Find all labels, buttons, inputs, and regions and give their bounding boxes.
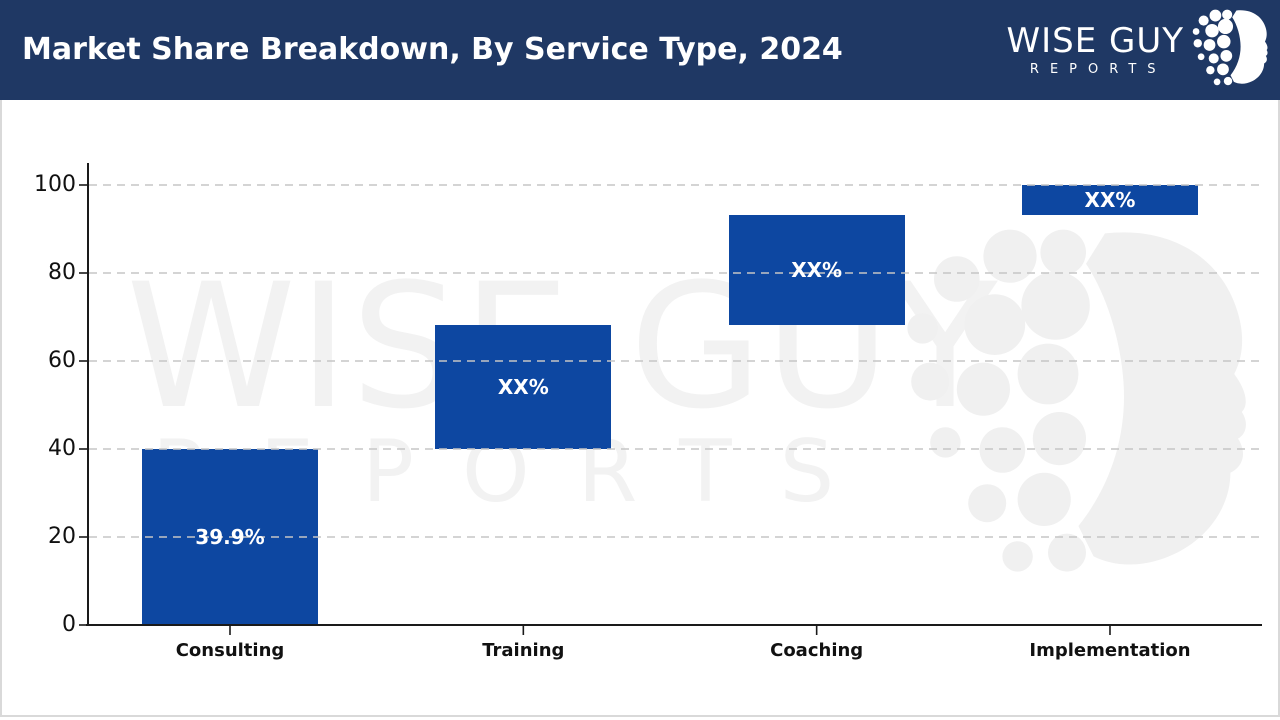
bar-value-label: XX% bbox=[497, 375, 549, 400]
x-axis-label-coaching: Coaching bbox=[770, 640, 864, 661]
dotted-head-icon bbox=[1192, 9, 1268, 86]
bar-training bbox=[435, 324, 612, 450]
bar-implementation bbox=[1021, 185, 1198, 215]
bar-value-label: XX% bbox=[1084, 187, 1136, 212]
bar-coaching bbox=[728, 214, 905, 325]
x-axis-label-consulting: Consulting bbox=[175, 640, 285, 661]
x-axis-label-implementation: Implementation bbox=[1029, 640, 1191, 661]
logo-text: WISE GUY REPORTS bbox=[1006, 23, 1184, 77]
y-axis-tick-label: 40 bbox=[48, 436, 76, 461]
watermark-dotted-head bbox=[907, 229, 1246, 572]
y-axis-tick-label: 60 bbox=[48, 348, 76, 373]
header-bar: Market Share Breakdown, By Service Type,… bbox=[0, 0, 1280, 100]
bar-value-label: 39.9% bbox=[195, 525, 265, 550]
y-axis-tick-label: 20 bbox=[48, 524, 76, 549]
frame-border-right bbox=[1278, 100, 1280, 717]
frame-border-left bbox=[0, 100, 2, 717]
frame-border-bottom bbox=[0, 715, 1280, 717]
y-axis-tick-label: 80 bbox=[48, 260, 76, 285]
logo-subtitle: REPORTS bbox=[1029, 62, 1167, 77]
y-axis-tick-label: 0 bbox=[62, 612, 76, 637]
x-axis-label-training: Training bbox=[482, 640, 565, 661]
bar-value-label: XX% bbox=[791, 257, 843, 282]
wise-guy-reports-logo: WISE GUY REPORTS bbox=[1005, 4, 1270, 96]
page-title: Market Share Breakdown, By Service Type,… bbox=[22, 32, 843, 67]
y-axis-tick-label: 100 bbox=[34, 172, 76, 197]
waterfall-chart: 39.9% XX% XX% XX% 0 20 40 60 80 100 Consulting Trai… bbox=[0, 100, 1280, 717]
logo-wordmark: WISE GUY bbox=[1006, 21, 1184, 61]
